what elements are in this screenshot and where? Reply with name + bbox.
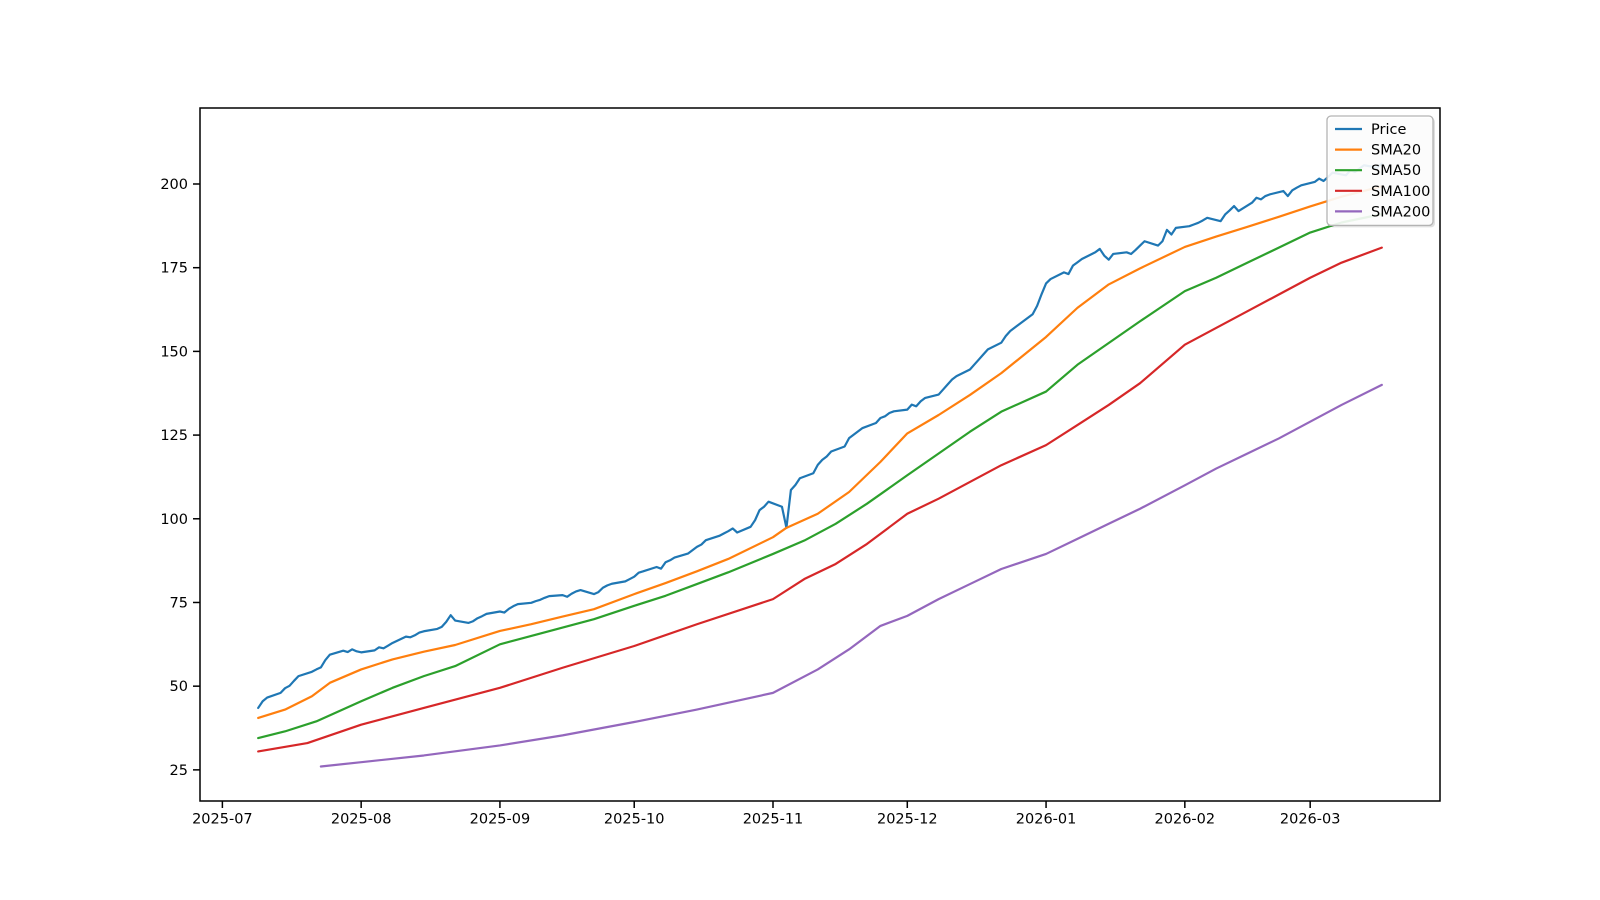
x-tick-label: 2026-03 xyxy=(1280,812,1341,828)
series-line-sma200 xyxy=(319,383,1383,768)
y-tick-label: 125 xyxy=(160,428,188,444)
legend-label: SMA50 xyxy=(1371,163,1421,179)
y-tick-label: 100 xyxy=(160,512,188,528)
legend-item-sma20: SMA20 xyxy=(1335,143,1421,159)
x-tick-label: 2025-07 xyxy=(192,812,253,828)
x-tick-label: 2026-01 xyxy=(1016,812,1077,828)
x-axis: 2025-07 2025-08 2025-09 2025-10 2025-11 2025-… xyxy=(192,801,1340,828)
legend-box xyxy=(1326,115,1434,227)
legend: Price SMA20 SMA50 SMA100 SMA200 xyxy=(1326,115,1435,228)
y-axis: 25 50 75 100 125 150 175 200 xyxy=(160,177,200,779)
legend-label: SMA100 xyxy=(1371,184,1430,200)
axes-frame xyxy=(199,107,1441,802)
x-tick-label: 2025-11 xyxy=(743,812,804,828)
legend-item-sma200: SMA200 xyxy=(1335,204,1430,220)
series-line-sma50 xyxy=(257,213,1383,740)
legend-label: Price xyxy=(1371,122,1406,138)
y-tick-label: 150 xyxy=(160,344,188,360)
y-tick-label: 25 xyxy=(170,763,188,779)
y-tick-label: 50 xyxy=(170,679,188,695)
y-tick-label: 175 xyxy=(160,261,188,277)
x-tick-label: 2025-09 xyxy=(470,812,531,828)
series-line-price xyxy=(257,162,1383,710)
legend-item-price: Price xyxy=(1335,122,1406,138)
x-tick-label: 2025-12 xyxy=(877,812,938,828)
y-tick-label: 75 xyxy=(170,595,188,611)
series-line-sma20 xyxy=(257,185,1383,720)
series-line-sma100 xyxy=(257,246,1383,753)
legend-label: SMA20 xyxy=(1371,143,1421,159)
series-lines xyxy=(257,162,1383,768)
y-tick-label: 200 xyxy=(160,177,188,193)
legend-label: SMA200 xyxy=(1371,204,1430,220)
x-tick-label: 2025-10 xyxy=(604,812,665,828)
x-tick-label: 2026-02 xyxy=(1155,812,1216,828)
legend-item-sma50: SMA50 xyxy=(1335,163,1421,179)
legend-item-sma100: SMA100 xyxy=(1335,184,1430,200)
x-tick-label: 2025-08 xyxy=(331,812,392,828)
